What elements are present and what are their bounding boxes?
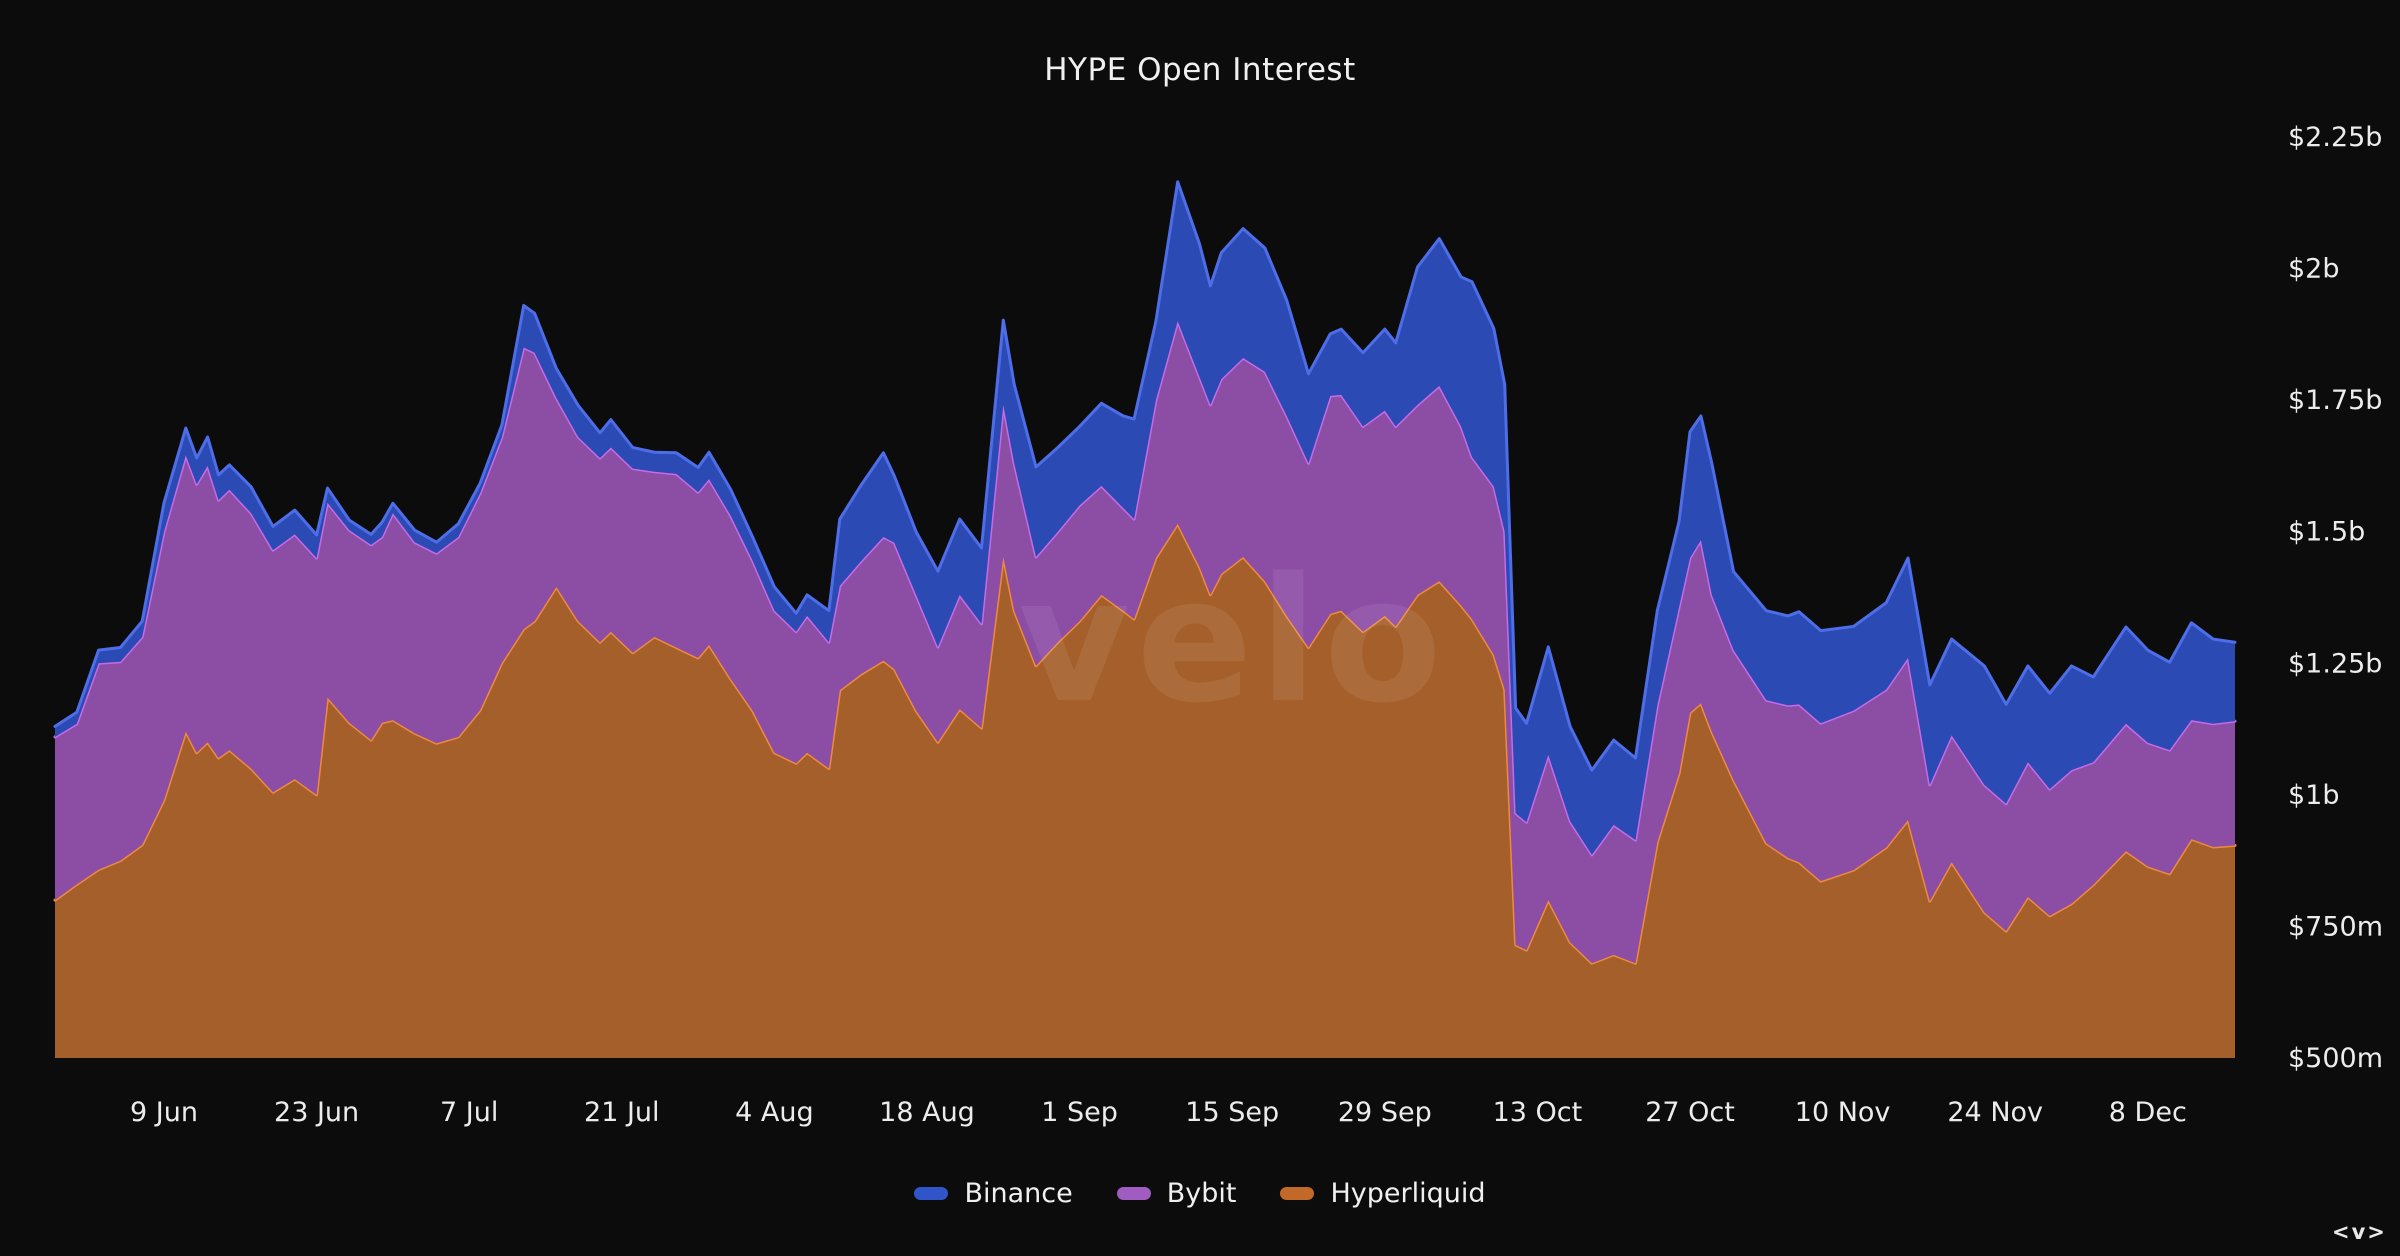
x-tick-label: 4 Aug	[735, 1097, 813, 1128]
x-tick-label: 13 Oct	[1493, 1097, 1583, 1128]
legend-label: Binance	[964, 1178, 1073, 1209]
y-tick-label: $2.25b	[2288, 122, 2382, 153]
binance-swatch-icon	[914, 1187, 949, 1200]
legend-item-bybit[interactable]: Bybit	[1116, 1178, 1237, 1209]
y-tick-label: $2b	[2288, 254, 2340, 285]
legend-item-binance[interactable]: Binance	[914, 1178, 1073, 1209]
x-tick-label: 23 Jun	[274, 1097, 359, 1128]
legend-item-hyperliquid[interactable]: Hyperliquid	[1280, 1178, 1486, 1209]
y-tick-label: $500m	[2288, 1043, 2383, 1074]
hyperliquid-swatch-icon	[1280, 1187, 1315, 1200]
x-tick-label: 8 Dec	[2109, 1097, 2187, 1128]
y-axis-labels: $2.25b $2b $1.75b $1.5b $1.25b $1b $750m $500m	[2288, 122, 2383, 1074]
chart-legend: Binance Bybit Hyperliquid	[0, 1178, 2400, 1209]
area-hyperliquid	[55, 523, 2235, 1058]
x-tick-label: 1 Sep	[1041, 1097, 1118, 1128]
x-tick-label: 24 Nov	[1947, 1097, 2043, 1128]
velo-logo-mark: <v>	[2332, 1220, 2387, 1244]
x-axis-labels: 9 Jun 23 Jun 7 Jul 21 Jul 4 Aug 18 Aug 1 Sep 15…	[130, 1097, 2187, 1128]
y-tick-label: $1.75b	[2288, 385, 2382, 416]
velo-watermark: velo	[1018, 540, 1448, 741]
x-tick-label: 9 Jun	[130, 1097, 198, 1128]
x-tick-label: 10 Nov	[1795, 1097, 1891, 1128]
x-tick-label: 27 Oct	[1645, 1097, 1735, 1128]
bybit-swatch-icon	[1116, 1187, 1151, 1200]
x-tick-label: 21 Jul	[584, 1097, 660, 1128]
y-tick-label: $1.5b	[2288, 517, 2365, 548]
y-tick-label: $1.25b	[2288, 648, 2382, 679]
x-tick-label: 15 Sep	[1185, 1097, 1279, 1128]
page-title: HYPE Open Interest	[1044, 52, 1356, 88]
y-tick-label: $750m	[2288, 911, 2383, 942]
y-tick-label: $1b	[2288, 780, 2340, 811]
line-binance	[53, 180, 2237, 772]
x-tick-label: 29 Sep	[1338, 1097, 1432, 1128]
legend-label: Bybit	[1166, 1178, 1237, 1209]
area-bybit	[55, 321, 2235, 964]
legend-label: Hyperliquid	[1330, 1178, 1486, 1209]
x-tick-label: 18 Aug	[879, 1097, 975, 1128]
x-tick-label: 7 Jul	[440, 1097, 498, 1128]
